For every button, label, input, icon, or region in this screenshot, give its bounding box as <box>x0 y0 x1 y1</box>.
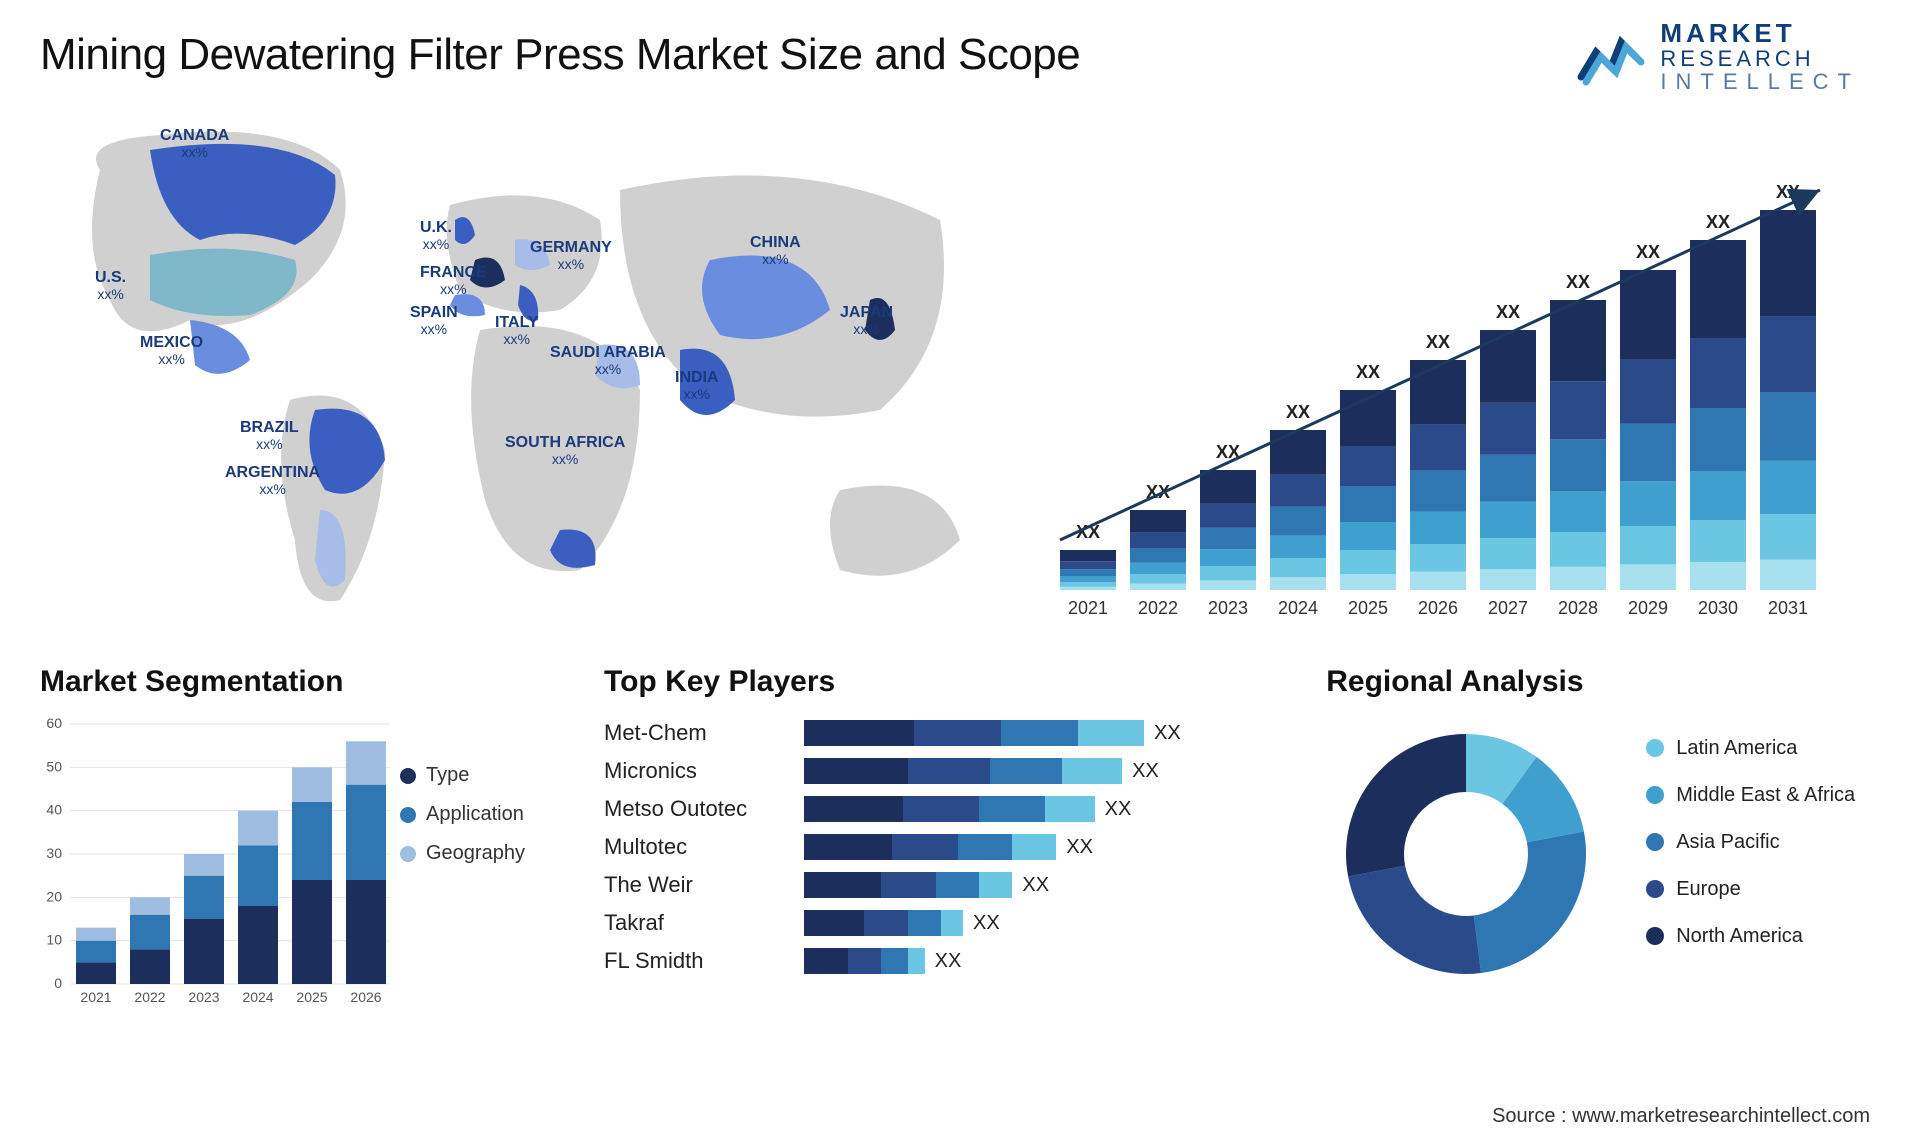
key-players-heading: Top Key Players <box>604 665 1296 699</box>
regional-heading: Regional Analysis <box>1326 665 1880 699</box>
svg-text:XX: XX <box>1706 212 1730 232</box>
svg-text:2031: 2031 <box>1768 598 1808 618</box>
map-label-spain: SPAINxx% <box>410 305 458 336</box>
regional-legend: Latin America Middle East & Africa Asia Pa… <box>1646 737 1855 972</box>
player-name: Micronics <box>604 752 784 790</box>
brand-logo: MARKET RESEARCH INTELLECT <box>1576 20 1860 93</box>
svg-text:2025: 2025 <box>1348 598 1388 618</box>
player-name: FL Smidth <box>604 942 784 980</box>
svg-text:2030: 2030 <box>1698 598 1738 618</box>
svg-text:2021: 2021 <box>1068 598 1108 618</box>
region-legend-latin-america: Latin America <box>1646 737 1855 760</box>
svg-text:XX: XX <box>1496 302 1520 322</box>
regional-donut-wrap <box>1326 714 1606 994</box>
region-legend-middle-east-africa: Middle East & Africa <box>1646 784 1855 807</box>
player-name: Multotec <box>604 828 784 866</box>
segmentation-bar-chart: 0 10 20 30 40 50 60 2021 2022 2023 2024 2025 2026 <box>40 714 390 1014</box>
regional-panel: Regional Analysis Latin America Middle Ea… <box>1326 665 1880 1014</box>
player-bar-row: XX <box>804 790 1296 828</box>
seg-legend-geography: Geography <box>400 842 525 865</box>
seg-legend-type: Type <box>400 764 525 787</box>
svg-text:2024: 2024 <box>1278 598 1318 618</box>
player-bar-row: XX <box>804 866 1296 904</box>
svg-text:2021: 2021 <box>80 989 111 1005</box>
svg-text:2023: 2023 <box>1208 598 1248 618</box>
map-label-japan: JAPANxx% <box>840 305 893 336</box>
key-players-panel: Top Key Players Met-ChemMicronicsMetso O… <box>604 665 1296 1014</box>
svg-text:XX: XX <box>1426 332 1450 352</box>
svg-text:20: 20 <box>46 888 62 904</box>
region-legend-north-america: North America <box>1646 925 1855 948</box>
map-label-saudi-arabia: SAUDI ARABIAxx% <box>550 345 666 376</box>
svg-text:2026: 2026 <box>350 989 381 1005</box>
svg-text:60: 60 <box>46 715 62 731</box>
regional-donut-chart <box>1326 714 1606 994</box>
world-map <box>40 110 1000 630</box>
map-label-china: CHINAxx% <box>750 235 801 266</box>
map-label-south-africa: SOUTH AFRICAxx% <box>505 435 625 466</box>
svg-text:XX: XX <box>1356 362 1380 382</box>
player-bar-row: XX <box>804 714 1296 752</box>
svg-text:2029: 2029 <box>1628 598 1668 618</box>
player-name: Takraf <box>604 904 784 942</box>
player-name: Metso Outotec <box>604 790 784 828</box>
segmentation-legend: Type Application Geography <box>400 764 525 881</box>
player-name: Met-Chem <box>604 714 784 752</box>
svg-text:10: 10 <box>46 932 62 948</box>
svg-text:50: 50 <box>46 758 62 774</box>
svg-text:40: 40 <box>46 802 62 818</box>
logo-line2: RESEARCH <box>1660 47 1860 70</box>
player-bar-row: XX <box>804 904 1296 942</box>
map-label-u.k.: U.K.xx% <box>420 220 452 251</box>
svg-text:2026: 2026 <box>1418 598 1458 618</box>
svg-text:30: 30 <box>46 845 62 861</box>
segmentation-heading: Market Segmentation <box>40 665 574 699</box>
players-name-list: Met-ChemMicronicsMetso OutotecMultotecTh… <box>604 714 784 980</box>
svg-text:2028: 2028 <box>1558 598 1598 618</box>
segmentation-panel: Market Segmentation 0 10 20 30 40 50 60 2021 202… <box>40 665 574 1014</box>
seg-legend-application: Application <box>400 803 525 826</box>
logo-line3: INTELLECT <box>1660 70 1860 93</box>
market-size-bar-chart: XX 2021 XX 2022 XX 2023 XX 2024 XX 2025 XX 2026 XX 20… <box>1030 110 1850 630</box>
players-bar-list: XXXXXXXXXXXXXX <box>804 714 1296 980</box>
svg-text:2025: 2025 <box>296 989 327 1005</box>
player-bar-row: XX <box>804 942 1296 980</box>
world-map-panel: CANADAxx% U.S.xx% MEXICOxx% BRAZILxx% ARGENT… <box>40 110 1000 630</box>
player-bar-row: XX <box>804 752 1296 790</box>
svg-text:2022: 2022 <box>1138 598 1178 618</box>
map-label-italy: ITALYxx% <box>495 315 539 346</box>
map-label-brazil: BRAZILxx% <box>240 420 299 451</box>
map-label-france: FRANCExx% <box>420 265 487 296</box>
map-label-u.s.: U.S.xx% <box>95 270 126 301</box>
svg-text:2023: 2023 <box>188 989 219 1005</box>
map-label-argentina: ARGENTINAxx% <box>225 465 320 496</box>
svg-text:2022: 2022 <box>134 989 165 1005</box>
svg-text:0: 0 <box>54 975 62 991</box>
map-label-canada: CANADAxx% <box>160 128 229 159</box>
svg-text:XX: XX <box>1566 272 1590 292</box>
svg-text:XX: XX <box>1776 182 1800 202</box>
svg-text:XX: XX <box>1636 242 1660 262</box>
player-name: The Weir <box>604 866 784 904</box>
svg-text:XX: XX <box>1286 402 1310 422</box>
map-label-germany: GERMANYxx% <box>530 240 612 271</box>
svg-text:2027: 2027 <box>1488 598 1528 618</box>
region-legend-asia-pacific: Asia Pacific <box>1646 831 1855 854</box>
map-label-mexico: MEXICOxx% <box>140 335 203 366</box>
svg-text:2024: 2024 <box>242 989 273 1005</box>
logo-line1: MARKET <box>1660 20 1860 47</box>
region-legend-europe: Europe <box>1646 878 1855 901</box>
market-size-chart: XX 2021 XX 2022 XX 2023 XX 2024 XX 2025 XX 2026 XX 20… <box>1030 110 1880 630</box>
map-label-india: INDIAxx% <box>675 370 719 401</box>
source-attribution: Source : www.marketresearchintellect.com <box>1492 1105 1870 1128</box>
player-bar-row: XX <box>804 828 1296 866</box>
logo-icon <box>1576 27 1646 87</box>
